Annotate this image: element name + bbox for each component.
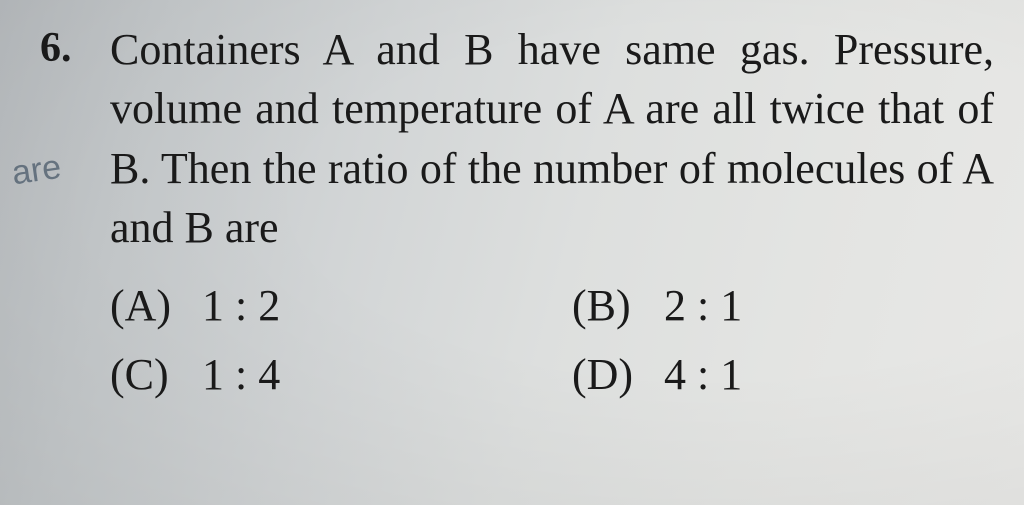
option-b-value: 2 : 1 [664,280,742,331]
option-c-label: (C) [110,349,188,400]
question-block: 6. Containers A and B have same gas. Pre… [40,20,994,400]
option-c: (C) 1 : 4 [110,349,532,400]
question-body: Containers A and B have same gas. Pressu… [110,20,994,400]
options-grid: (A) 1 : 2 (B) 2 : 1 (C) 1 : 4 (D) 4 : 1 [110,280,994,400]
option-a-value: 1 : 2 [202,280,280,331]
option-d: (D) 4 : 1 [572,349,994,400]
handwritten-annotation: are [9,145,64,197]
option-b-label: (B) [572,280,650,331]
question-row: 6. Containers A and B have same gas. Pre… [40,20,994,400]
option-a-label: (A) [110,280,188,331]
option-a: (A) 1 : 2 [110,280,532,331]
option-c-value: 1 : 4 [202,349,280,400]
option-d-value: 4 : 1 [664,349,742,400]
question-number: 6. [40,20,110,72]
question-text-content: Containers A and B have same gas. Pressu… [110,25,994,252]
question-text: Containers A and B have same gas. Pressu… [110,20,994,258]
option-d-label: (D) [572,349,650,400]
option-b: (B) 2 : 1 [572,280,994,331]
